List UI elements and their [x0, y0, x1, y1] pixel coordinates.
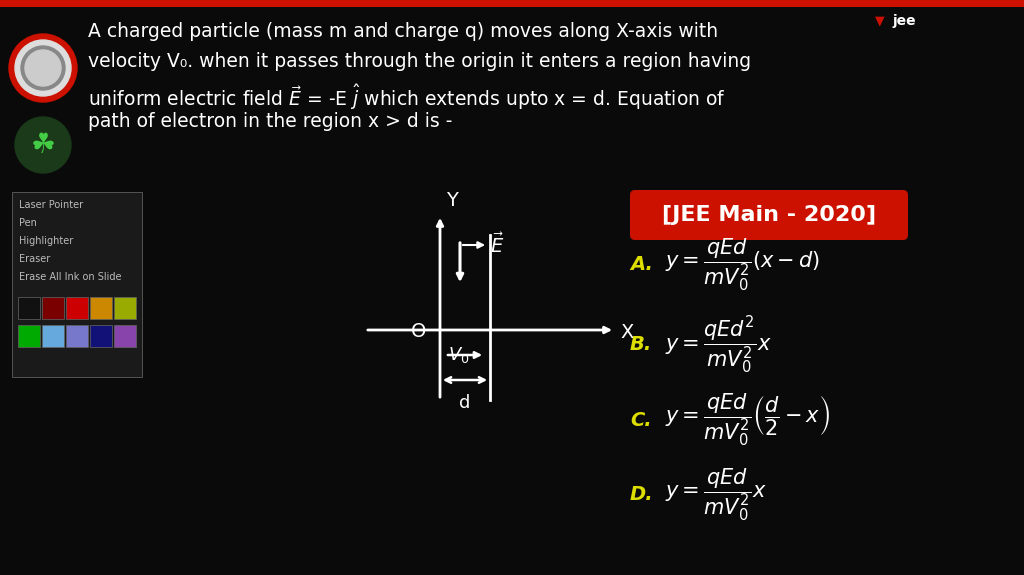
Text: jee: jee [892, 14, 915, 28]
Text: path of electron in the region x > d is -: path of electron in the region x > d is … [88, 112, 453, 131]
Text: A.: A. [630, 255, 653, 274]
Text: X: X [620, 323, 634, 342]
Bar [66, 325, 88, 347]
Text: ▼: ▼ [874, 14, 885, 27]
Bar [18, 325, 40, 347]
Bar [90, 325, 112, 347]
Text: D.: D. [630, 485, 653, 504]
Circle shape [15, 117, 71, 173]
Bar [114, 297, 136, 319]
Bar [0, 0, 1024, 7]
Text: d: d [460, 394, 471, 412]
Text: Y: Y [446, 191, 458, 210]
Text: uniform electric field $\vec{E}$ = -E $\hat{j}$ which extends upto x = d. Equati: uniform electric field $\vec{E}$ = -E $\… [88, 82, 726, 112]
Bar [0, 0, 1024, 7]
Text: Laser Pointer: Laser Pointer [19, 200, 83, 210]
Circle shape [15, 40, 71, 96]
Text: O: O [411, 322, 426, 341]
Bar [18, 297, 40, 319]
Bar [42, 325, 63, 347]
Text: B.: B. [630, 335, 652, 355]
Circle shape [25, 50, 61, 86]
Text: $y = \dfrac{qEd^2}{mV_0^2}x$: $y = \dfrac{qEd^2}{mV_0^2}x$ [665, 315, 772, 375]
Text: ☘: ☘ [31, 131, 55, 159]
Text: $\vec{E}$: $\vec{E}$ [490, 233, 504, 257]
Text: $y = \dfrac{qEd}{mV_0^2}(x-d)$: $y = \dfrac{qEd}{mV_0^2}(x-d)$ [665, 237, 820, 293]
Text: [JEE Main - 2020]: [JEE Main - 2020] [662, 205, 877, 225]
Bar [12, 192, 142, 377]
Text: A charged particle (mass m and charge q) moves along X-axis with: A charged particle (mass m and charge q)… [88, 22, 718, 41]
Text: velocity V₀. when it passes through the origin it enters a region having: velocity V₀. when it passes through the … [88, 52, 752, 71]
Text: $y = \dfrac{qEd}{mV_0^2}\left(\dfrac{d}{2}-x\right)$: $y = \dfrac{qEd}{mV_0^2}\left(\dfrac{d}{… [665, 392, 829, 448]
Text: Erase All Ink on Slide: Erase All Ink on Slide [19, 272, 122, 282]
Bar [42, 297, 63, 319]
Text: $y = \dfrac{qEd}{mV_0^2}x$: $y = \dfrac{qEd}{mV_0^2}x$ [665, 467, 767, 523]
Bar [90, 297, 112, 319]
Text: Pen: Pen [19, 218, 37, 228]
Text: C.: C. [630, 411, 651, 430]
FancyBboxPatch shape [630, 190, 908, 240]
Bar [114, 325, 136, 347]
Text: Highlighter: Highlighter [19, 236, 74, 246]
Bar [66, 297, 88, 319]
Circle shape [22, 46, 65, 90]
Text: Eraser: Eraser [19, 254, 50, 264]
Text: $V_0$: $V_0$ [449, 345, 470, 365]
Circle shape [9, 34, 77, 102]
